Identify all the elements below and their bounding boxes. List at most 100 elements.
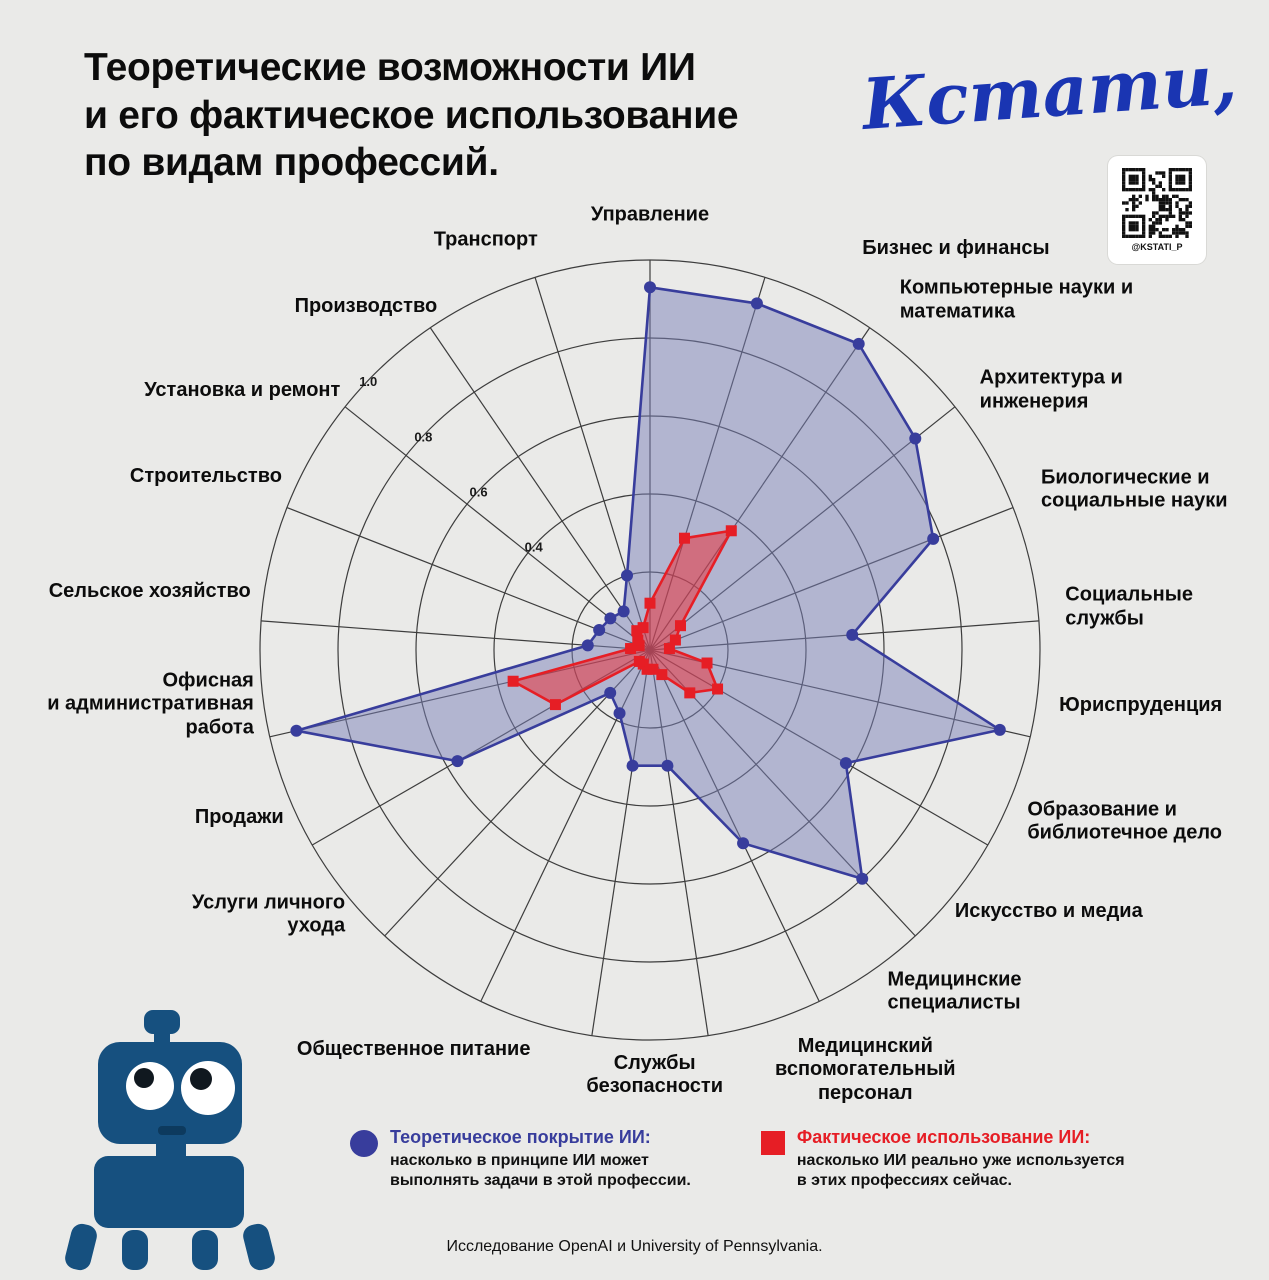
qr-module (1158, 234, 1162, 238)
qr-module (1148, 231, 1152, 235)
qr-module (1138, 168, 1142, 172)
qr-module (1125, 214, 1129, 218)
robot-leg (65, 1223, 97, 1271)
qr-module (1188, 168, 1192, 172)
chart-legend: Теоретическое покрытие ИИ: насколько в п… (350, 1126, 1125, 1192)
qr-module (1182, 228, 1186, 232)
qr-module (1158, 218, 1162, 222)
qr-module (1142, 188, 1146, 192)
data-marker-square (637, 622, 649, 634)
qr-module (1172, 231, 1176, 235)
qr-module (1128, 234, 1132, 238)
qr-module (1185, 168, 1189, 172)
data-marker-square (631, 625, 643, 637)
qr-module (1152, 221, 1156, 225)
qr-module (1168, 181, 1172, 185)
qr-module (1122, 231, 1126, 235)
qr-module (1132, 194, 1136, 198)
qr-module (1132, 168, 1136, 172)
qr-module (1152, 191, 1156, 195)
qr-module (1132, 188, 1136, 192)
qr-module (1128, 188, 1132, 192)
qr-module (1125, 234, 1129, 238)
qr-module (1138, 194, 1142, 198)
source-credit: Исследование OpenAI и University of Penn… (446, 1238, 823, 1255)
qr-module (1175, 174, 1179, 178)
qr-module (1122, 221, 1126, 225)
qr-module (1135, 174, 1139, 178)
qr-module (1188, 201, 1192, 205)
qr-module (1152, 198, 1156, 202)
qr-module (1132, 228, 1136, 232)
qr-module (1175, 204, 1179, 208)
data-marker-circle (661, 759, 674, 772)
qr-module (1162, 194, 1166, 198)
qr-module (1125, 168, 1129, 172)
qr-module (1188, 174, 1192, 178)
qr-module (1165, 198, 1169, 202)
qr-module (1178, 208, 1182, 212)
data-marker-square (632, 634, 644, 646)
qr-module (1148, 234, 1152, 238)
qr-module (1142, 174, 1146, 178)
qr-module (1175, 224, 1179, 228)
qr-module (1188, 188, 1192, 192)
grid-spoke (344, 406, 651, 651)
data-marker-square (507, 675, 519, 687)
qr-module (1142, 221, 1146, 225)
qr-module (1142, 224, 1146, 228)
data-marker-square (678, 532, 690, 544)
qr-module (1142, 214, 1146, 218)
qr-module (1185, 204, 1189, 208)
qr-module (1168, 168, 1172, 172)
data-marker-circle (621, 569, 634, 582)
qr-module (1158, 184, 1162, 188)
qr-module (1178, 178, 1182, 182)
data-marker-circle (993, 723, 1006, 736)
data-marker-square (656, 669, 668, 681)
qr-module (1145, 194, 1149, 198)
qr-module (1148, 188, 1152, 192)
qr-module (1122, 171, 1126, 175)
data-marker-square (663, 643, 675, 655)
qr-module (1185, 188, 1189, 192)
qr-module (1122, 224, 1126, 228)
qr-module (1168, 171, 1172, 175)
qr-module (1168, 184, 1172, 188)
qr-module (1182, 231, 1186, 235)
qr-module (1148, 224, 1152, 228)
qr-module (1138, 201, 1142, 205)
qr-module (1165, 201, 1169, 205)
qr-module (1168, 204, 1172, 208)
page-title: Теоретические возможности ИИ и его факти… (84, 46, 739, 185)
qr-module (1132, 214, 1136, 218)
qr-module (1182, 174, 1186, 178)
qr-module (1162, 228, 1166, 232)
data-marker-circle (626, 759, 639, 772)
qr-module (1132, 181, 1136, 185)
qr-module (1185, 211, 1189, 215)
data-marker-square (712, 683, 724, 695)
qr-module (1155, 198, 1159, 202)
qr-module (1182, 188, 1186, 192)
qr-module (1132, 221, 1136, 225)
qr-module (1165, 214, 1169, 218)
qr-module (1122, 214, 1126, 218)
qr-module (1158, 204, 1162, 208)
qr-module (1142, 218, 1146, 222)
legend-title-theoretical: Теоретическое покрытие ИИ: (390, 1127, 651, 1147)
data-marker-circle (750, 297, 763, 310)
qr-module (1152, 178, 1156, 182)
qr-module (1145, 198, 1149, 202)
qr-module (1185, 208, 1189, 212)
data-marker-circle (290, 724, 303, 737)
qr-module (1158, 214, 1162, 218)
qr-module (1165, 218, 1169, 222)
qr-module (1132, 204, 1136, 208)
qr-module (1185, 214, 1189, 218)
scale-tick-label: 0.8 (414, 429, 432, 444)
qr-module (1175, 188, 1179, 192)
qr-module (1162, 188, 1166, 192)
scale-tick-label: 0.4 (525, 540, 544, 555)
qr-module (1125, 201, 1129, 205)
